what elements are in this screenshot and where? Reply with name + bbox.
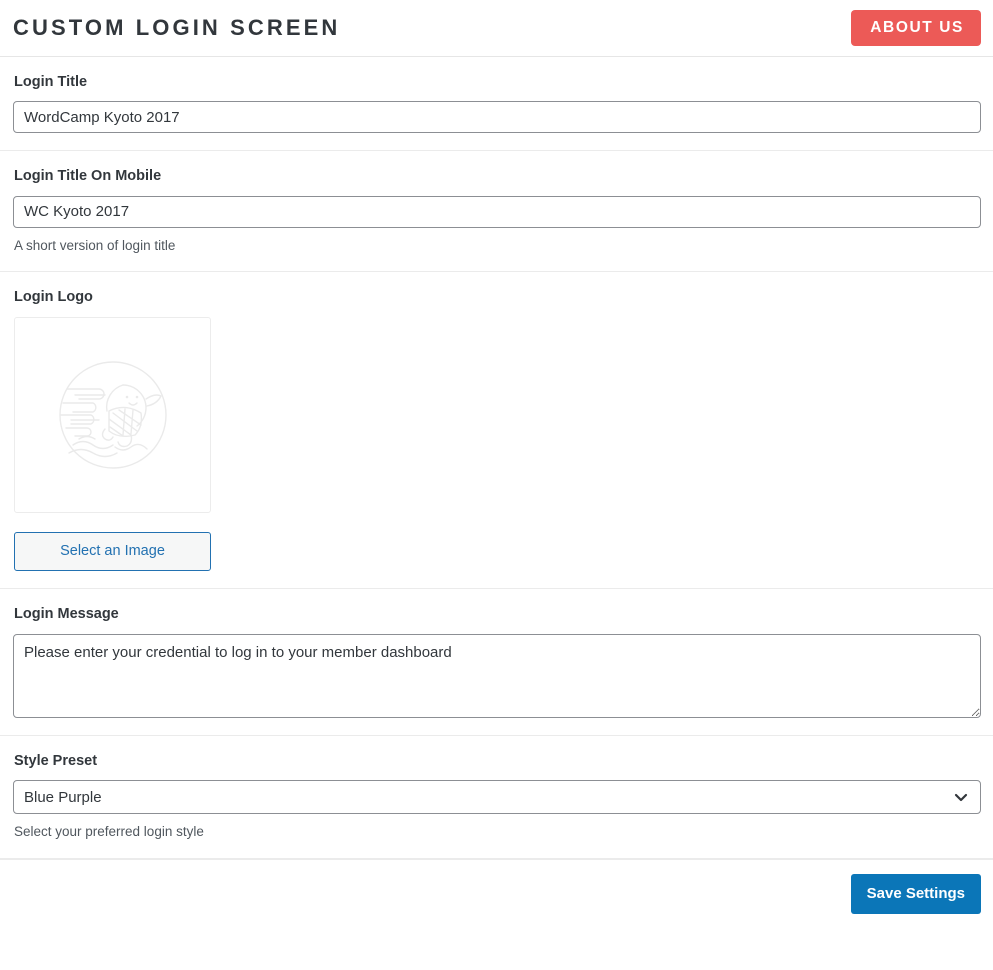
section-login-title: Login Title	[0, 57, 993, 152]
page-footer: Save Settings	[0, 858, 993, 914]
login-message-textarea[interactable]: Please enter your credential to log in t…	[13, 633, 981, 718]
custom-login-screen-settings-page: CUSTOM LOGIN SCREEN ABOUT US Login Title…	[0, 0, 993, 914]
select-an-image-button[interactable]: Select an Image	[14, 531, 211, 572]
section-login-title-mobile: Login Title On Mobile A short version of…	[0, 151, 993, 273]
login-message-label: Login Message	[14, 606, 119, 623]
about-us-button[interactable]: ABOUT US	[851, 9, 981, 47]
login-title-label: Login Title	[14, 74, 88, 90]
login-title-mobile-help: A short version of login title	[14, 237, 176, 253]
login-title-input[interactable]	[13, 101, 981, 134]
page-header: CUSTOM LOGIN SCREEN ABOUT US	[0, 0, 993, 57]
section-style-preset: Style Preset Blue Purple Select your pre…	[0, 736, 993, 859]
wordcamp-kyoto-logo-icon	[58, 361, 167, 469]
login-title-mobile-label: Login Title On Mobile	[14, 168, 162, 185]
style-preset-select[interactable]: Blue Purple	[13, 780, 981, 814]
style-preset-label: Style Preset	[14, 752, 98, 769]
section-login-message: Login Message Please enter your credenti…	[0, 589, 993, 736]
save-settings-button[interactable]: Save Settings	[850, 873, 981, 914]
login-title-mobile-input[interactable]	[13, 195, 981, 228]
login-logo-preview[interactable]	[14, 316, 211, 513]
page-title: CUSTOM LOGIN SCREEN	[13, 15, 341, 40]
style-preset-help: Select your preferred login style	[14, 824, 204, 839]
login-logo-label: Login Logo	[14, 289, 93, 306]
section-login-logo: Login Logo	[0, 272, 993, 590]
style-preset-select-wrapper: Blue Purple	[13, 780, 981, 814]
